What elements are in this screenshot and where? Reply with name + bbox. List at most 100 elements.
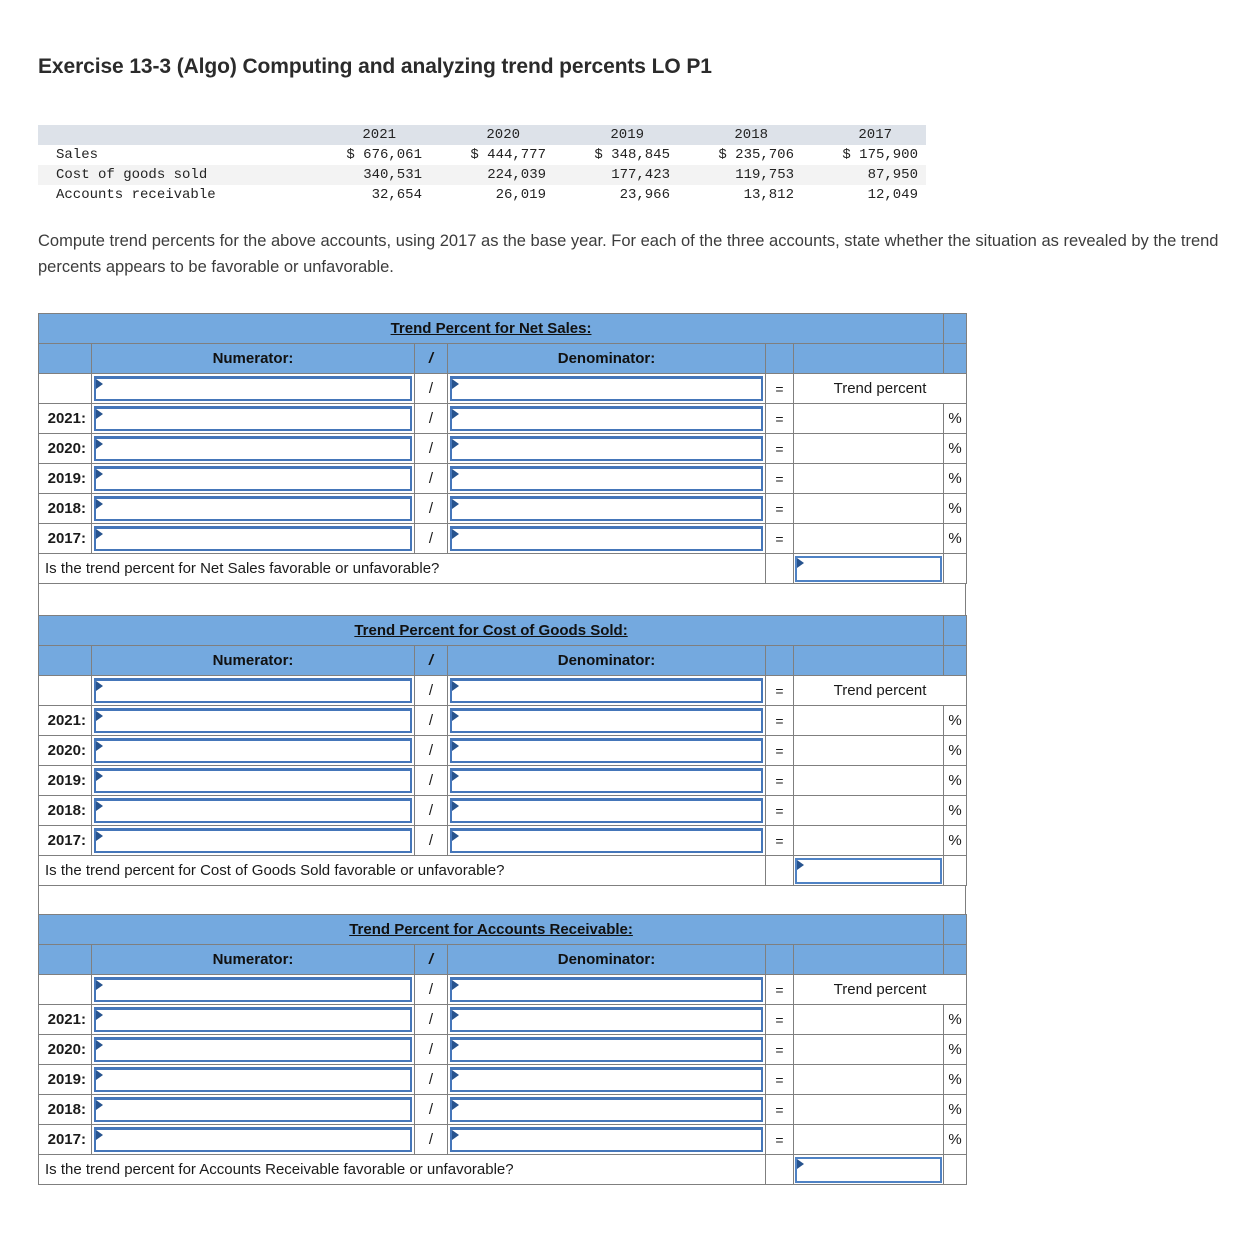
equals-sign: =	[765, 1094, 794, 1125]
numerator-input[interactable]	[94, 1097, 412, 1122]
field-marker-icon	[96, 409, 103, 419]
header-spacer-cell	[943, 645, 968, 676]
header-spacer-cell	[943, 343, 968, 374]
numerator-input[interactable]	[94, 977, 412, 1002]
equals-sign: =	[765, 735, 794, 766]
trend-percent-value	[792, 1094, 945, 1125]
division-sign: /	[414, 825, 448, 856]
denominator-header: Denominator:	[447, 645, 766, 676]
numerator-input[interactable]	[94, 678, 412, 703]
equals-sign: =	[765, 493, 794, 524]
numerator-input[interactable]	[94, 496, 412, 521]
numerator-input[interactable]	[94, 828, 412, 853]
percent-sign: %	[943, 1004, 968, 1035]
favorable-unfavorable-dropdown[interactable]	[795, 857, 943, 884]
section-title: Trend Percent for Net Sales:	[37, 313, 945, 344]
amount-cell: 12,049	[867, 187, 918, 203]
equals-sign: =	[765, 705, 794, 736]
trend-worksheet: Trend Percent for Net Sales: Numerator: …	[37, 313, 968, 1185]
denominator-input[interactable]	[450, 1127, 763, 1152]
year-label: 2019:	[38, 1064, 92, 1095]
denominator-input[interactable]	[450, 828, 763, 853]
denominator-input[interactable]	[450, 376, 763, 401]
numerator-input[interactable]	[94, 406, 412, 431]
spacer-cell	[765, 1154, 794, 1185]
question-text: Is the trend percent for Cost of Goods S…	[38, 855, 766, 886]
field-marker-icon	[452, 499, 459, 509]
numerator-input[interactable]	[94, 1127, 412, 1152]
trend-row: 2018: / = %	[38, 493, 968, 524]
denominator-input[interactable]	[450, 436, 763, 461]
denominator-input[interactable]	[450, 1097, 763, 1122]
trend-row: 2017: / = %	[38, 825, 968, 856]
numerator-cell	[91, 974, 415, 1005]
numerator-cell	[91, 1004, 415, 1035]
denominator-cell	[447, 373, 766, 404]
field-marker-icon	[797, 859, 804, 870]
trend-row: 2019: / = %	[38, 1064, 968, 1095]
field-marker-icon	[452, 1100, 459, 1110]
numerator-header: Numerator:	[91, 343, 415, 374]
numerator-input[interactable]	[94, 526, 412, 551]
denominator-input[interactable]	[450, 496, 763, 521]
denominator-input[interactable]	[450, 768, 763, 793]
equals-sign: =	[765, 1004, 794, 1035]
numerator-input[interactable]	[94, 466, 412, 491]
numerator-input[interactable]	[94, 1007, 412, 1032]
year-label: 2019:	[38, 463, 92, 494]
numerator-input[interactable]	[94, 376, 412, 401]
trend-percent-value	[792, 403, 945, 434]
amount-cell: 13,812	[743, 187, 794, 203]
denominator-input[interactable]	[450, 526, 763, 551]
denominator-input[interactable]	[450, 678, 763, 703]
numerator-input[interactable]	[94, 768, 412, 793]
header-spacer-cell	[943, 914, 968, 945]
favorable-unfavorable-dropdown[interactable]	[795, 1156, 943, 1183]
spacer-cell	[765, 855, 794, 886]
numerator-input[interactable]	[94, 1037, 412, 1062]
equals-sign: =	[765, 1124, 794, 1155]
numerator-input[interactable]	[94, 436, 412, 461]
numerator-cell	[91, 825, 415, 856]
division-sign: /	[414, 705, 448, 736]
trend-percent-value	[792, 433, 945, 464]
denominator-input[interactable]	[450, 708, 763, 733]
numerator-cell	[91, 523, 415, 554]
numerator-input[interactable]	[94, 798, 412, 823]
denominator-input[interactable]	[450, 406, 763, 431]
numerator-input[interactable]	[94, 1067, 412, 1092]
denominator-input[interactable]	[450, 738, 763, 763]
numerator-cell	[91, 705, 415, 736]
numerator-input[interactable]	[94, 708, 412, 733]
denominator-input[interactable]	[450, 466, 763, 491]
denominator-input[interactable]	[450, 977, 763, 1002]
header-spacer-cell	[943, 615, 968, 646]
denominator-input[interactable]	[450, 1067, 763, 1092]
header-spacer-cell	[38, 645, 92, 676]
denominator-input[interactable]	[450, 798, 763, 823]
numerator-cell	[91, 403, 415, 434]
percent-sign: %	[943, 1094, 968, 1125]
field-marker-icon	[452, 801, 459, 811]
field-marker-icon	[797, 557, 804, 568]
year-label: 2020:	[38, 1034, 92, 1065]
numerator-input[interactable]	[94, 738, 412, 763]
percent-sign: %	[943, 403, 968, 434]
table-row: Sales $ 676,061 $ 444,777 $ 348,845 $ 23…	[38, 145, 926, 165]
denominator-cell	[447, 705, 766, 736]
numerator-cell	[91, 463, 415, 494]
denominator-cell	[447, 1124, 766, 1155]
field-marker-icon	[96, 499, 103, 509]
account-label: Accounts receivable	[56, 187, 216, 203]
numerator-cell	[91, 493, 415, 524]
question-row: Is the trend percent for Cost of Goods S…	[38, 855, 968, 886]
division-sign: /	[414, 974, 448, 1005]
trend-row: 2019: / = %	[38, 765, 968, 796]
equals-sign: =	[765, 463, 794, 494]
column-header-row: Numerator: / Denominator:	[38, 944, 968, 975]
division-sign: /	[414, 343, 448, 374]
denominator-input[interactable]	[450, 1037, 763, 1062]
year-label: 2017:	[38, 1124, 92, 1155]
denominator-input[interactable]	[450, 1007, 763, 1032]
favorable-unfavorable-dropdown[interactable]	[795, 555, 943, 582]
